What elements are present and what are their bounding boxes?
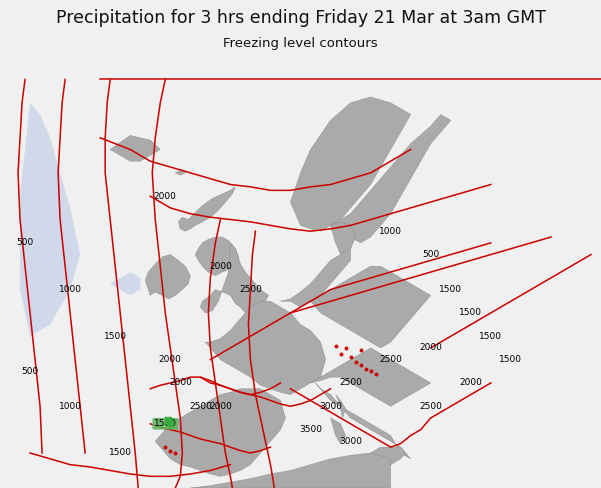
Polygon shape — [290, 97, 410, 231]
Text: 500: 500 — [22, 367, 38, 376]
Text: 2500: 2500 — [189, 402, 212, 411]
Polygon shape — [335, 395, 346, 418]
Text: 2000: 2000 — [169, 379, 192, 387]
Polygon shape — [311, 266, 431, 348]
Text: 3000: 3000 — [319, 402, 342, 411]
Text: 1500: 1500 — [459, 308, 482, 317]
Text: 2000: 2000 — [209, 402, 232, 411]
Polygon shape — [178, 187, 236, 231]
Text: 2000: 2000 — [459, 379, 482, 387]
Polygon shape — [331, 222, 356, 255]
Text: 2000: 2000 — [159, 355, 182, 364]
Polygon shape — [331, 115, 451, 243]
Polygon shape — [145, 255, 191, 299]
Text: 500: 500 — [16, 238, 34, 247]
Polygon shape — [206, 301, 326, 395]
Polygon shape — [191, 453, 391, 488]
Text: 1000: 1000 — [379, 227, 402, 236]
Text: 2500: 2500 — [379, 355, 402, 364]
Polygon shape — [175, 169, 185, 175]
Text: 1000: 1000 — [59, 402, 82, 411]
Text: 2000: 2000 — [419, 344, 442, 352]
Text: Precipitation for 3 hrs ending Friday 21 Mar at 3am GMT: Precipitation for 3 hrs ending Friday 21… — [55, 9, 546, 27]
Text: 1500: 1500 — [480, 332, 502, 341]
Polygon shape — [155, 389, 285, 476]
Polygon shape — [110, 136, 160, 161]
Polygon shape — [316, 383, 410, 459]
Text: 2000: 2000 — [209, 262, 232, 271]
Text: Freezing level contours: Freezing level contours — [223, 37, 378, 50]
Polygon shape — [200, 243, 269, 315]
Polygon shape — [281, 249, 350, 307]
Text: 500: 500 — [422, 250, 439, 259]
Text: 1500: 1500 — [439, 285, 462, 294]
Text: 3500: 3500 — [299, 425, 322, 434]
Text: 2000: 2000 — [154, 192, 177, 201]
Polygon shape — [20, 103, 80, 336]
Text: 2500: 2500 — [239, 285, 262, 294]
Polygon shape — [195, 237, 239, 276]
Text: 1500: 1500 — [104, 332, 127, 341]
Polygon shape — [110, 272, 140, 295]
Text: 3000: 3000 — [339, 437, 362, 446]
Text: 2500: 2500 — [419, 402, 442, 411]
Text: 1000: 1000 — [59, 285, 82, 294]
Text: 1500: 1500 — [154, 419, 177, 428]
Text: 1500: 1500 — [109, 448, 132, 457]
Polygon shape — [311, 348, 431, 407]
Text: 1500: 1500 — [499, 355, 522, 364]
Text: 2500: 2500 — [339, 379, 362, 387]
Polygon shape — [331, 418, 346, 444]
Polygon shape — [371, 447, 406, 465]
